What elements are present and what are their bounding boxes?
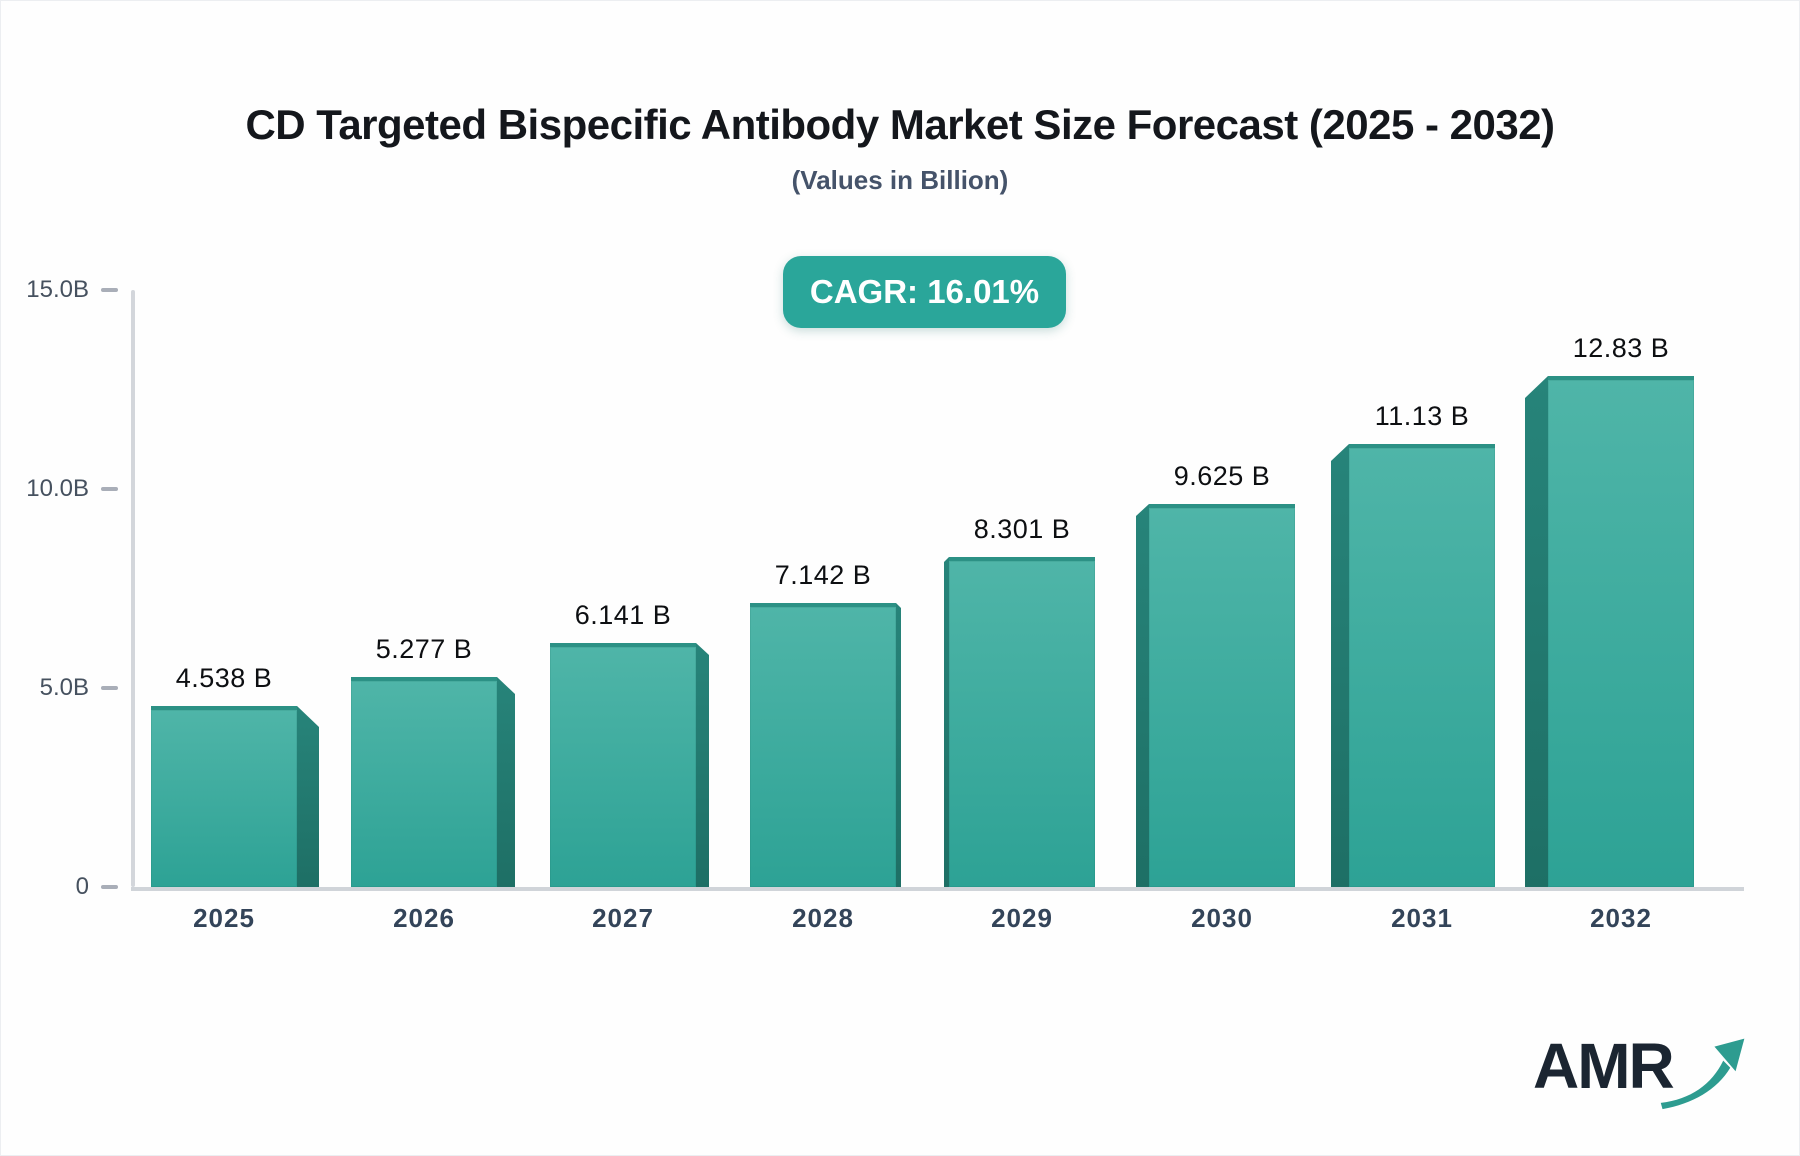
y-tick-label-0: 0 — [75, 873, 89, 900]
x-axis-line — [131, 887, 1744, 891]
bar-value-label-2030: 9.625 B — [1173, 461, 1271, 491]
x-axis-label-2027: 2027 — [592, 903, 654, 933]
bar-value-label-2025: 4.538 B — [175, 663, 273, 693]
bar-face-2025 — [151, 706, 297, 887]
chart-title: CD Targeted Bispecific Antibody Market S… — [245, 101, 1555, 148]
bar-face-2027 — [550, 643, 696, 887]
amr-logo-text: AMR — [1533, 1030, 1675, 1102]
bar-value-label-2027: 6.141 B — [574, 600, 672, 630]
growth-arrow-icon — [1659, 1036, 1747, 1115]
bar-value-label-2031: 11.13 B — [1374, 401, 1470, 431]
bar-2025: 4.538 B — [151, 663, 319, 887]
bar-side-2026 — [497, 677, 515, 887]
x-axis-label-2029: 2029 — [991, 903, 1053, 933]
x-axis-label-2028: 2028 — [792, 903, 854, 933]
bar-face-2030 — [1149, 504, 1295, 887]
y-axis-line — [131, 290, 135, 887]
chart-subtitle: (Values in Billion) — [791, 165, 1009, 195]
bar-2028: 7.142 B — [750, 560, 901, 887]
cagr-badge: CAGR: 16.01% — [783, 256, 1066, 328]
bar-face-2026 — [351, 677, 497, 887]
y-tick-mark — [101, 288, 118, 292]
bar-2030: 9.625 B — [1136, 461, 1295, 887]
bar-2027: 6.141 B — [550, 600, 709, 887]
x-axis-label-2026: 2026 — [393, 903, 455, 933]
x-axis-label-2025: 2025 — [193, 903, 255, 933]
bar-side-2031 — [1331, 444, 1349, 887]
bar-2031: 11.13 B — [1331, 401, 1495, 887]
bar-2032: 12.83 B — [1525, 333, 1694, 887]
x-axis-label-2030: 2030 — [1191, 903, 1253, 933]
bar-2029: 8.301 B — [944, 514, 1095, 887]
y-tick-mark — [101, 885, 118, 889]
bar-value-label-2029: 8.301 B — [973, 514, 1071, 544]
bar-2026: 5.277 B — [351, 634, 515, 887]
x-axis-label-2031: 2031 — [1391, 903, 1453, 933]
bar-face-2029 — [949, 557, 1095, 887]
y-tick-label-5.0B: 5.0B — [39, 674, 89, 701]
amr-logo: AMR — [1533, 1034, 1747, 1115]
y-tick-mark — [101, 487, 118, 491]
y-tick-label-10.0B: 10.0B — [26, 475, 89, 502]
bar-side-2025 — [297, 706, 319, 887]
bar-face-2028 — [750, 603, 896, 887]
bar-side-2032 — [1525, 376, 1548, 887]
bar-side-2030 — [1136, 504, 1149, 887]
y-tick-label-15.0B: 15.0B — [26, 276, 89, 303]
bar-side-2029 — [944, 557, 949, 887]
bar-face-2032 — [1548, 376, 1694, 887]
bar-value-label-2026: 5.277 B — [375, 634, 473, 664]
bar-value-label-2032: 12.83 B — [1572, 333, 1670, 363]
x-axis-label-2032: 2032 — [1590, 903, 1652, 933]
bar-side-2028 — [896, 603, 901, 887]
bar-value-label-2028: 7.142 B — [774, 560, 872, 590]
bar-face-2031 — [1349, 444, 1495, 887]
y-tick-mark — [101, 686, 118, 690]
bar-side-2027 — [696, 643, 709, 887]
